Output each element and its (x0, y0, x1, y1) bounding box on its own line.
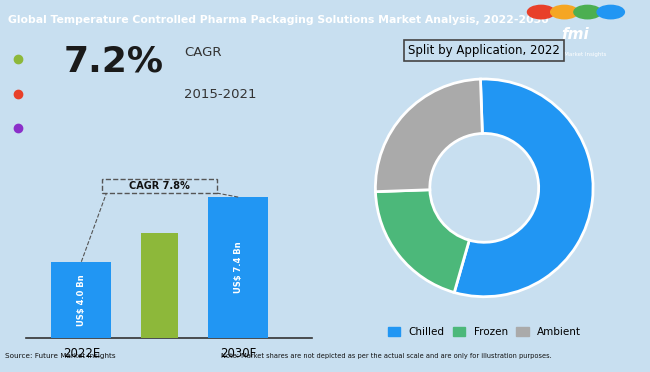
Text: Future Market Insights: Future Market Insights (545, 52, 606, 57)
Text: Global Temperature Controlled Pharma Packaging Solutions Market Analysis, 2022-2: Global Temperature Controlled Pharma Pac… (8, 15, 549, 25)
Legend: Chilled, Frozen, Ambient: Chilled, Frozen, Ambient (384, 323, 585, 341)
Wedge shape (454, 79, 593, 297)
Text: Split by Application, 2022: Split by Application, 2022 (408, 44, 560, 57)
Bar (51, 262, 111, 338)
Bar (208, 197, 268, 338)
Text: fmi: fmi (562, 27, 589, 42)
FancyBboxPatch shape (102, 179, 218, 193)
Circle shape (574, 5, 601, 19)
Text: US$ 7.4 Bn: US$ 7.4 Bn (234, 242, 242, 293)
Text: 2015-2021: 2015-2021 (184, 87, 256, 100)
Text: Note: Market shares are not depicted as per the actual scale and are only for il: Note: Market shares are not depicted as … (221, 353, 552, 359)
Text: 7.2%: 7.2% (64, 45, 164, 78)
Circle shape (551, 5, 578, 19)
Circle shape (597, 5, 625, 19)
Circle shape (527, 5, 554, 19)
Wedge shape (376, 79, 482, 192)
Text: CAGR 7.8%: CAGR 7.8% (129, 181, 190, 191)
Text: US$ 4.0 Bn: US$ 4.0 Bn (77, 274, 86, 326)
Bar (141, 233, 178, 338)
Text: CAGR: CAGR (184, 46, 221, 59)
Wedge shape (376, 190, 469, 292)
Text: Source: Future Market Insights: Source: Future Market Insights (5, 353, 116, 359)
